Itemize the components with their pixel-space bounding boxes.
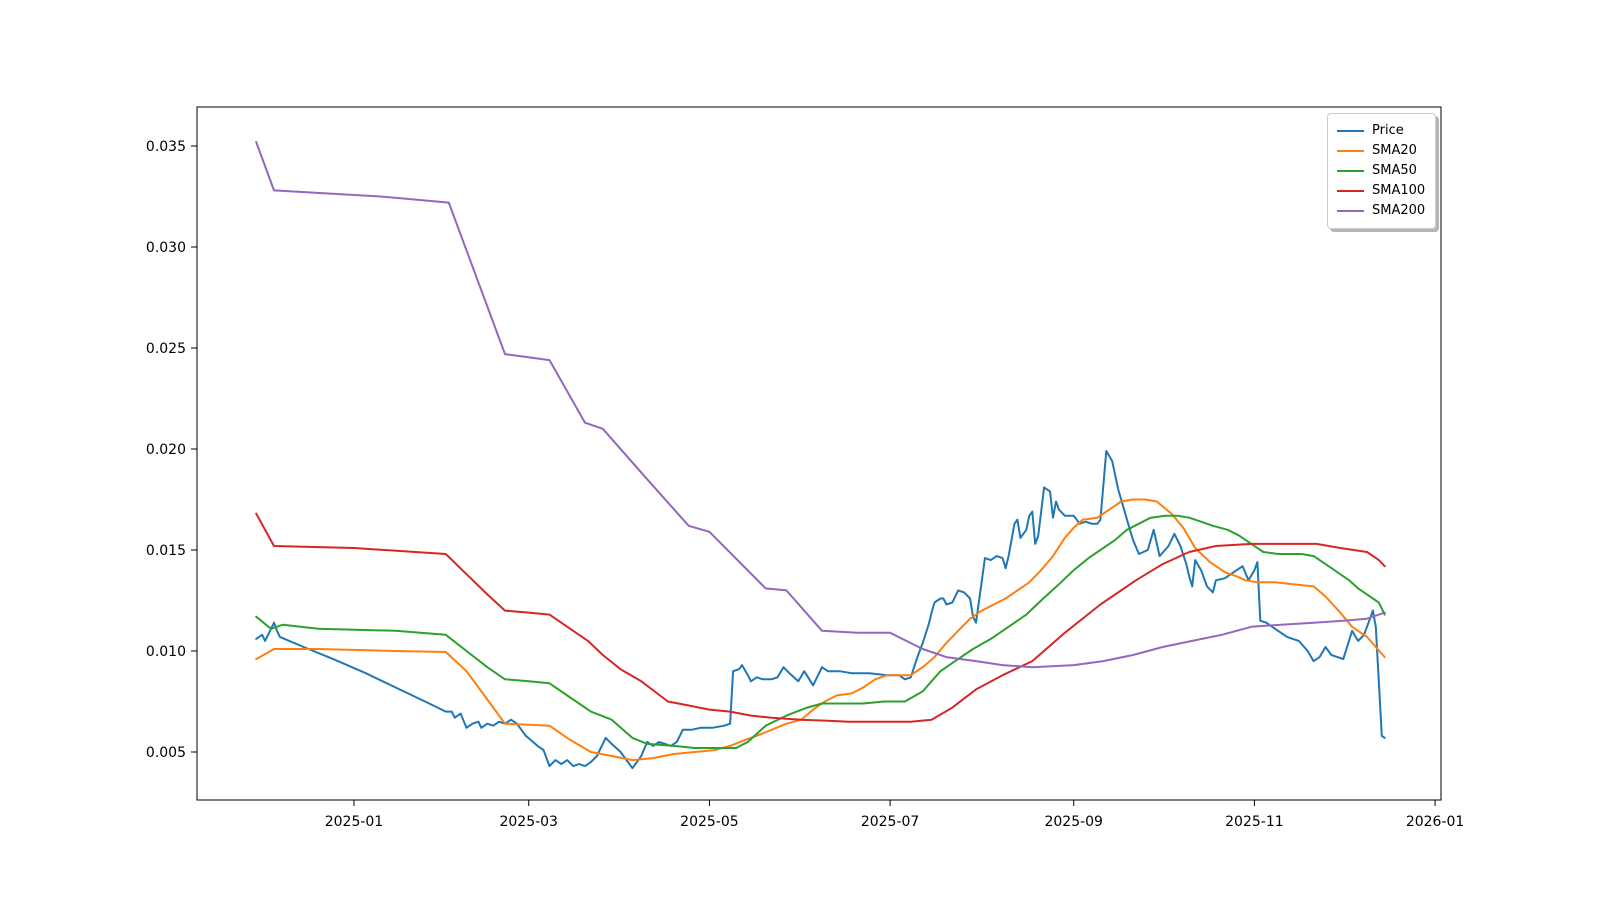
x-tick-label: 2025-05 bbox=[680, 814, 739, 830]
legend-label: SMA20 bbox=[1372, 143, 1417, 158]
x-tick-label: 2025-07 bbox=[861, 814, 920, 830]
legend: Price SMA20 SMA50 SMA100 SMA200 bbox=[1327, 113, 1437, 229]
legend-item-sma100: SMA100 bbox=[1337, 181, 1425, 201]
x-tick-label: 2025-09 bbox=[1044, 814, 1103, 830]
y-tick-label: 0.025 bbox=[146, 341, 186, 357]
legend-line-sample-sma20 bbox=[1337, 150, 1364, 152]
legend-line-sample-price bbox=[1337, 130, 1364, 132]
y-tick-label: 0.015 bbox=[146, 543, 186, 559]
legend-line-sample-sma50 bbox=[1337, 170, 1364, 172]
legend-item-sma200: SMA200 bbox=[1337, 201, 1425, 221]
series-line-price bbox=[255, 450, 1386, 770]
series-line-sma20 bbox=[255, 498, 1386, 762]
y-tick-label: 0.020 bbox=[146, 442, 186, 458]
x-tick-label: 2025-03 bbox=[499, 814, 558, 830]
legend-item-price: Price bbox=[1337, 121, 1425, 141]
y-tick-label: 0.030 bbox=[146, 240, 186, 256]
legend-label: SMA100 bbox=[1372, 183, 1426, 198]
x-tick-label: 2025-01 bbox=[325, 814, 384, 830]
legend-line-sample-sma200 bbox=[1337, 210, 1364, 212]
y-tick-label: 0.010 bbox=[146, 644, 186, 660]
x-tick-label: 2025-11 bbox=[1225, 814, 1284, 830]
legend-item-sma50: SMA50 bbox=[1337, 161, 1425, 181]
series-line-sma100 bbox=[255, 512, 1386, 723]
legend-label: SMA200 bbox=[1372, 203, 1426, 218]
legend-label: Price bbox=[1372, 123, 1404, 138]
legend-label: SMA50 bbox=[1372, 163, 1417, 178]
y-tick-label: 0.005 bbox=[146, 745, 186, 761]
y-tick-label: 0.035 bbox=[146, 139, 186, 155]
series-line-sma200 bbox=[255, 141, 1386, 669]
plot-frame bbox=[196, 106, 1442, 801]
series-line-sma50 bbox=[255, 514, 1386, 749]
legend-item-sma20: SMA20 bbox=[1337, 141, 1425, 161]
x-tick-label: 2026-01 bbox=[1406, 814, 1465, 830]
legend-line-sample-sma100 bbox=[1337, 190, 1364, 192]
